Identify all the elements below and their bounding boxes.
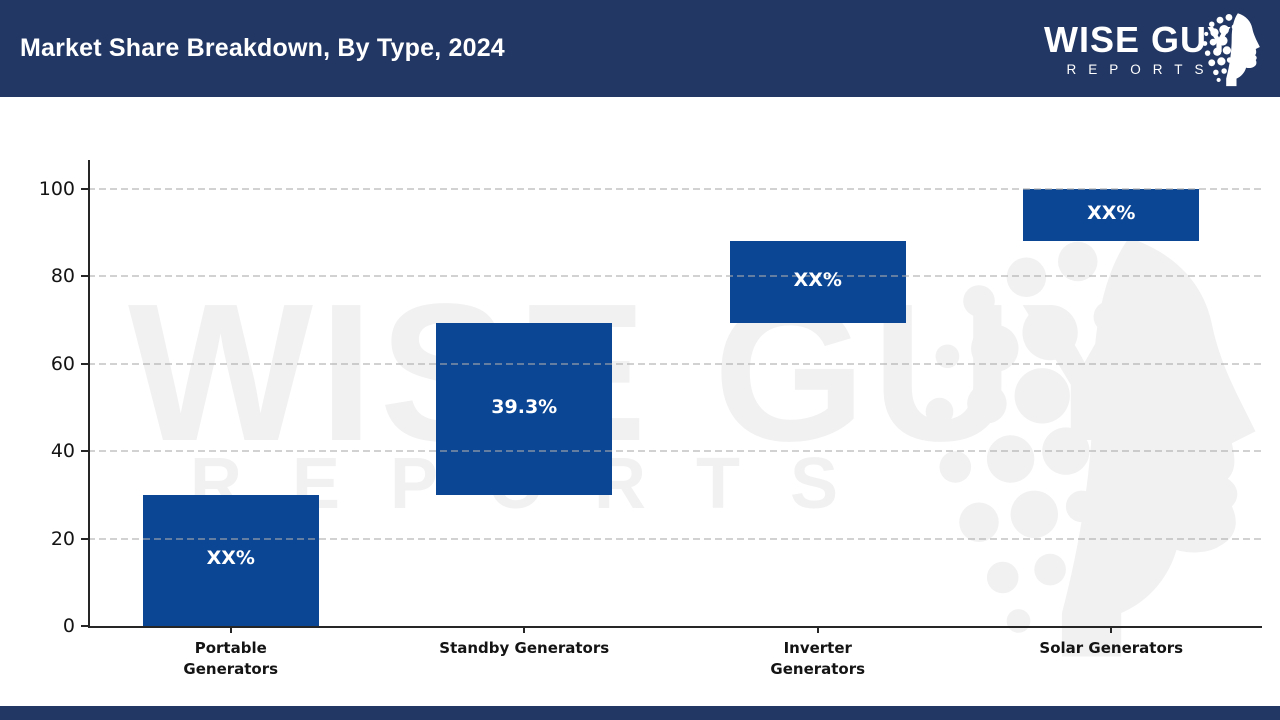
bar	[142, 494, 319, 626]
x-tick-label-line: Generators	[183, 660, 279, 678]
x-axis-tick	[816, 626, 819, 633]
x-axis-tick	[523, 626, 526, 633]
gridline	[88, 362, 1262, 365]
y-axis-tick	[81, 625, 88, 627]
gridline	[88, 450, 1262, 452]
brand-name: WISE GUY	[1043, 18, 1232, 60]
x-tick-label-line: Standby Generators	[439, 639, 610, 657]
y-tick-label: 20	[50, 527, 75, 550]
bar-value-label: XX%	[793, 268, 842, 291]
brand-logo: WISE GUY REPORTS	[1044, 8, 1264, 90]
x-tick-label: Portable Generators	[101, 638, 361, 680]
bar	[1023, 188, 1200, 241]
gridline	[88, 537, 1262, 540]
page-title: Market Share Breakdown, By Type, 2024	[20, 34, 505, 62]
bar	[436, 322, 613, 495]
footer-bar	[0, 706, 1280, 720]
x-tick-label-line: Solar Generators	[1039, 639, 1184, 657]
x-tick-label: Inverter Generators	[688, 638, 948, 680]
y-axis-tick	[81, 450, 88, 452]
bar-value-label: 39.3%	[491, 395, 558, 418]
y-axis-tick	[81, 537, 88, 540]
x-tick-label-line: Inverter	[783, 639, 852, 657]
watermark-head-icon	[925, 237, 1256, 657]
x-tick-label: Solar Generators	[981, 638, 1241, 659]
gridline	[88, 275, 1262, 277]
bar	[729, 241, 906, 323]
y-tick-label: 0	[62, 615, 75, 637]
brand-sub: REPORTS	[1066, 61, 1216, 77]
y-axis-tick	[81, 187, 88, 190]
y-tick-label: 100	[38, 177, 75, 200]
x-tick-label-line: Generators	[770, 660, 866, 678]
bar-value-label: XX%	[206, 547, 255, 570]
bar-value-label: XX%	[1087, 201, 1136, 224]
y-axis-tick	[81, 275, 88, 277]
x-tick-label: Standby Generators	[394, 638, 654, 659]
gridline	[88, 187, 1262, 190]
y-axis-line	[88, 160, 90, 626]
y-tick-label: 40	[50, 440, 75, 462]
header-bar: Market Share Breakdown, By Type, 2024 WI…	[0, 0, 1280, 97]
y-tick-label: 60	[50, 352, 75, 375]
y-axis-tick	[81, 362, 88, 365]
brand-text: WISE GUY REPORTS	[1043, 18, 1232, 77]
x-axis-line	[88, 626, 1262, 628]
x-axis-tick	[229, 626, 232, 633]
y-tick-label: 80	[50, 265, 75, 287]
x-tick-label-line: Portable	[194, 639, 267, 657]
